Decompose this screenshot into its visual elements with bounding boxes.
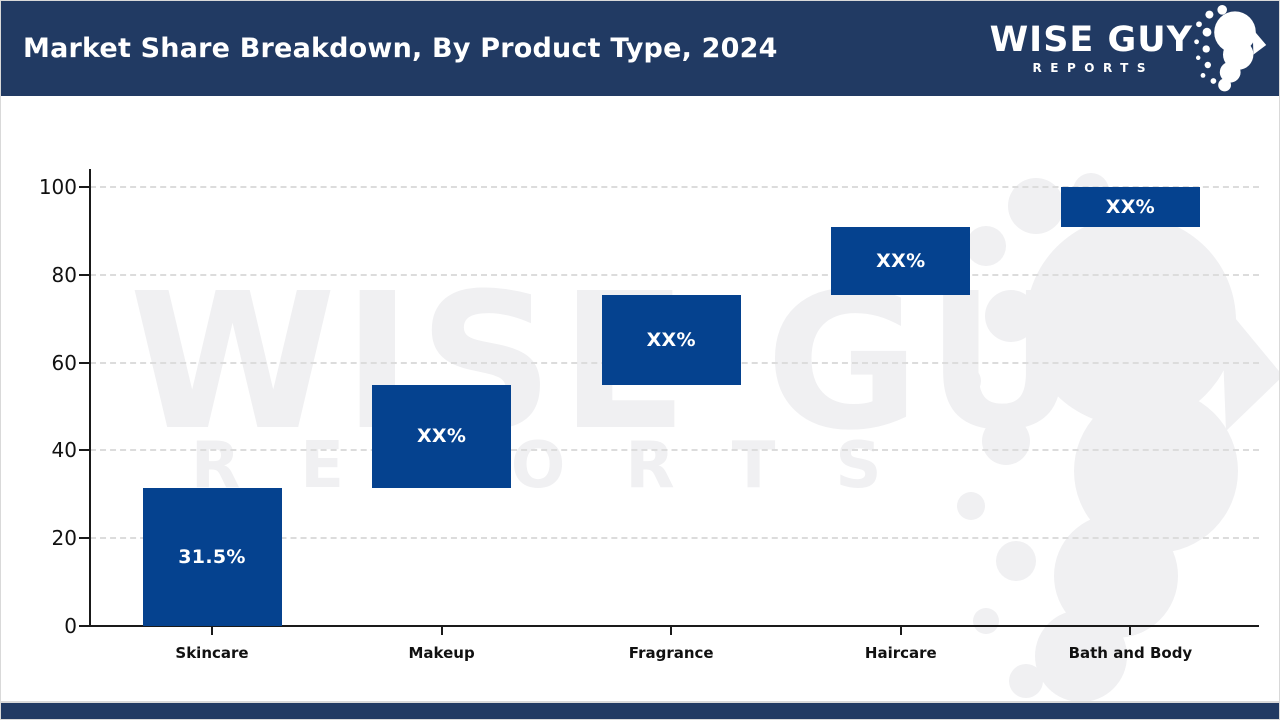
bar-makeup: XX% bbox=[372, 384, 512, 488]
bar-skincare: 31.5% bbox=[142, 487, 282, 626]
y-tick-label-60: 60 bbox=[51, 350, 77, 375]
bar-bath-and-body: XX% bbox=[1060, 187, 1200, 227]
gridline-100 bbox=[90, 186, 1259, 188]
x-category-label: Makeup bbox=[408, 644, 475, 662]
x-category-label: Bath and Body bbox=[1068, 644, 1193, 662]
x-axis bbox=[89, 625, 1259, 627]
x-category-label: Fragrance bbox=[628, 644, 714, 662]
chart-title: Market Share Breakdown, By Product Type,… bbox=[23, 33, 778, 64]
watermark-head-icon bbox=[951, 173, 1279, 702]
y-tick-40 bbox=[79, 449, 89, 452]
y-tick-label-80: 80 bbox=[51, 262, 77, 287]
gridline-40 bbox=[90, 449, 1259, 452]
x-tick-1 bbox=[440, 627, 443, 635]
footer-divider bbox=[1, 701, 1279, 703]
logo-sub: REPORTS bbox=[1032, 60, 1155, 75]
x-category-label: Skincare bbox=[175, 644, 249, 662]
bar-value-label: XX% bbox=[876, 249, 926, 272]
watermark-reports: REPORTS bbox=[191, 429, 942, 503]
bar-fragrance: XX% bbox=[601, 294, 741, 385]
y-tick-80 bbox=[79, 273, 89, 276]
x-tick-2 bbox=[670, 627, 673, 635]
footer-bar bbox=[1, 703, 1279, 719]
y-tick-100 bbox=[79, 186, 89, 188]
x-tick-4 bbox=[1129, 627, 1132, 635]
y-tick-60 bbox=[79, 361, 89, 364]
y-tick-label-0: 0 bbox=[64, 614, 77, 638]
logo-wordmark: WISE GUY bbox=[989, 19, 1193, 60]
header-bar: Market Share Breakdown, By Product Type,… bbox=[1, 1, 1279, 96]
y-tick-label-20: 20 bbox=[51, 526, 77, 551]
bar-value-label: XX% bbox=[416, 425, 467, 448]
bar-value-label: 31.5% bbox=[178, 545, 246, 568]
y-tick-label-100: 100 bbox=[38, 175, 77, 199]
gridline-20 bbox=[90, 537, 1259, 540]
x-category-label: Haircare bbox=[864, 644, 937, 662]
y-tick-20 bbox=[79, 537, 89, 540]
y-axis bbox=[89, 169, 91, 627]
y-tick-0 bbox=[79, 625, 89, 627]
y-tick-label-40: 40 bbox=[51, 438, 77, 463]
x-tick-0 bbox=[211, 627, 213, 635]
x-tick-3 bbox=[899, 627, 902, 635]
wise-guy-logo: WISE GUY REPORTS bbox=[990, 1, 1271, 96]
logo-head-icon bbox=[1194, 4, 1267, 91]
bar-value-label: XX% bbox=[646, 328, 696, 351]
gridline-80 bbox=[90, 273, 1259, 276]
bar-haircare: XX% bbox=[831, 226, 971, 295]
bar-value-label: XX% bbox=[1105, 195, 1156, 218]
plot-area: 0 20 40 60 80 100 31.5% Skincare XX% Makeup XX% Fra… bbox=[1, 96, 1279, 705]
